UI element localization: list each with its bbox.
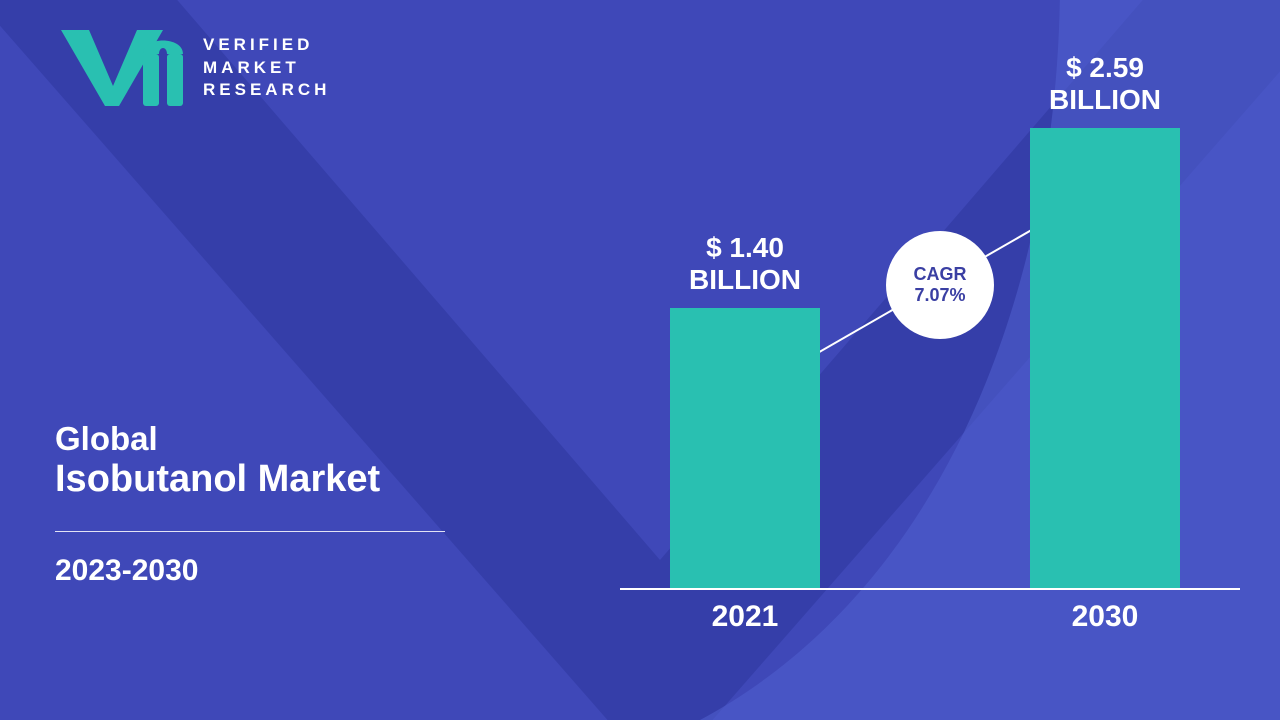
cagr-label: CAGR	[914, 264, 967, 285]
title-line2: Isobutanol Market	[55, 458, 445, 501]
brand-logo: VERIFIED MARKET RESEARCH	[55, 28, 330, 108]
logo-mark-icon	[55, 28, 185, 108]
bar-value-label-2030: $ 2.59BILLION	[1005, 52, 1205, 116]
title-block: Global Isobutanol Market 2023-2030	[55, 420, 445, 588]
year-label-2030: 2030	[1005, 600, 1205, 634]
cagr-value: 7.07%	[914, 285, 965, 306]
x-axis	[620, 588, 1240, 590]
year-range: 2023-2030	[55, 554, 445, 588]
bar-chart: CAGR 7.07% $ 1.40BILLION2021$ 2.59BILLIO…	[620, 30, 1240, 590]
logo-text-line3: RESEARCH	[203, 79, 330, 102]
year-label-2021: 2021	[645, 600, 845, 634]
bar-value-label-2021: $ 1.40BILLION	[645, 232, 845, 296]
title-line1: Global	[55, 420, 445, 458]
infographic-canvas: VERIFIED MARKET RESEARCH Global Isobutan…	[0, 0, 1280, 720]
cagr-badge: CAGR 7.07%	[886, 231, 994, 339]
logo-text-line1: VERIFIED	[203, 34, 330, 57]
bar-2030	[1030, 128, 1180, 588]
bar-2021	[670, 308, 820, 588]
title-divider	[55, 531, 445, 532]
logo-text-line2: MARKET	[203, 57, 330, 80]
logo-text: VERIFIED MARKET RESEARCH	[203, 34, 330, 103]
